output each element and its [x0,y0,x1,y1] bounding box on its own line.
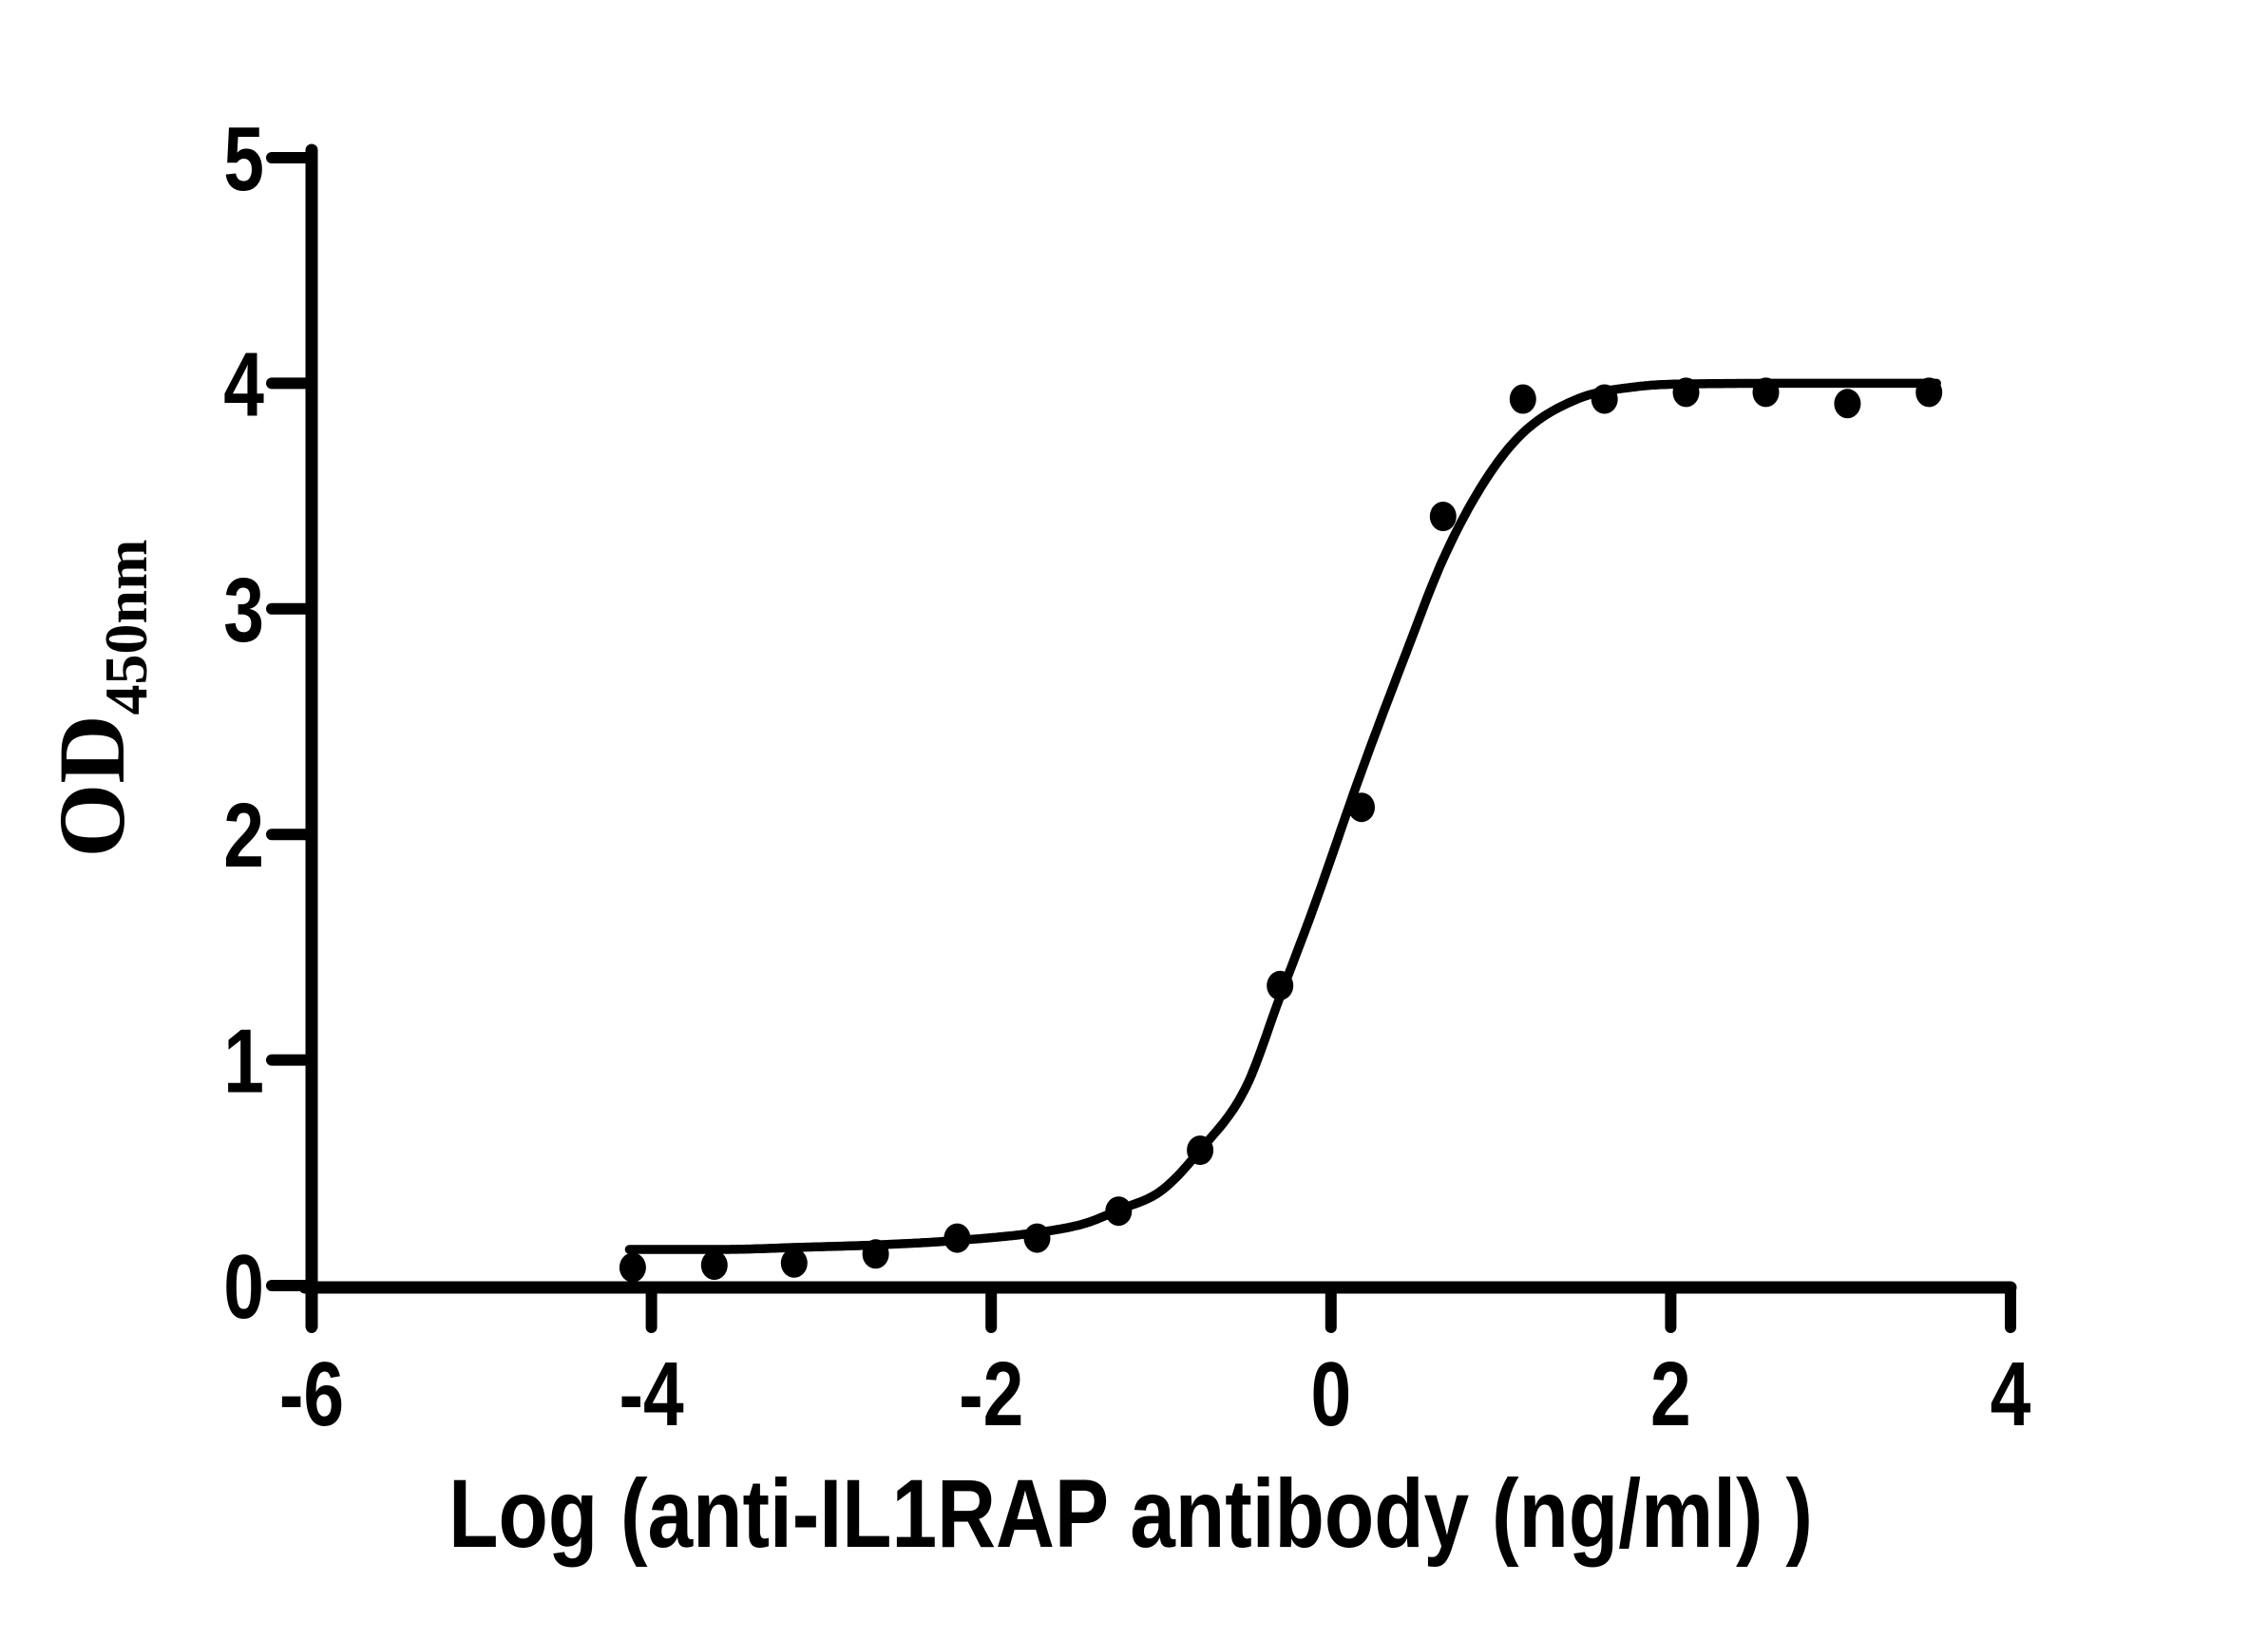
data-point [1672,377,1700,408]
x-tick-label: -6 [279,1344,344,1445]
y-tick-label: 1 [223,1010,264,1112]
y-axis-title-main: OD [39,715,144,857]
data-points [619,377,1943,1283]
data-point [780,1248,808,1278]
x-tick-label: 2 [1650,1344,1691,1445]
x-tick-label: 4 [1991,1344,2031,1445]
axes [266,143,2017,1333]
x-tick-label: 0 [1310,1344,1351,1445]
data-point [1187,1135,1214,1166]
y-tick-labels: 0 1 2 3 4 5 [223,108,264,1338]
data-point [943,1223,971,1253]
y-tick-label: 3 [223,560,264,661]
data-point [1429,502,1457,531]
x-tick-label: -4 [619,1344,683,1445]
data-point [862,1239,889,1269]
data-point [1023,1223,1051,1253]
data-point [1348,792,1375,823]
data-point [1509,384,1536,414]
y-tick-label: 5 [223,108,264,210]
data-point [1752,377,1780,408]
y-tick-label: 2 [223,785,264,886]
data-point [1834,389,1861,419]
x-tick-labels: -6 -4 -2 0 2 4 [279,1344,2030,1445]
x-axis-title: Log (anti-IL1RAP antibody (ng/ml) ) [448,1459,1813,1568]
y-axis-title-subscript: 450nm [92,540,160,715]
data-point [1591,384,1618,414]
data-point [700,1250,728,1281]
y-tick-label: 0 [223,1236,264,1338]
data-point [1915,377,1943,408]
y-tick-label: 4 [223,334,264,435]
data-point [1267,970,1294,1001]
y-axis-title: OD450nm [39,540,160,858]
x-tick-label: -2 [959,1344,1023,1445]
fit-curve [624,378,1941,1254]
data-point [619,1252,646,1283]
data-point [1105,1196,1133,1227]
